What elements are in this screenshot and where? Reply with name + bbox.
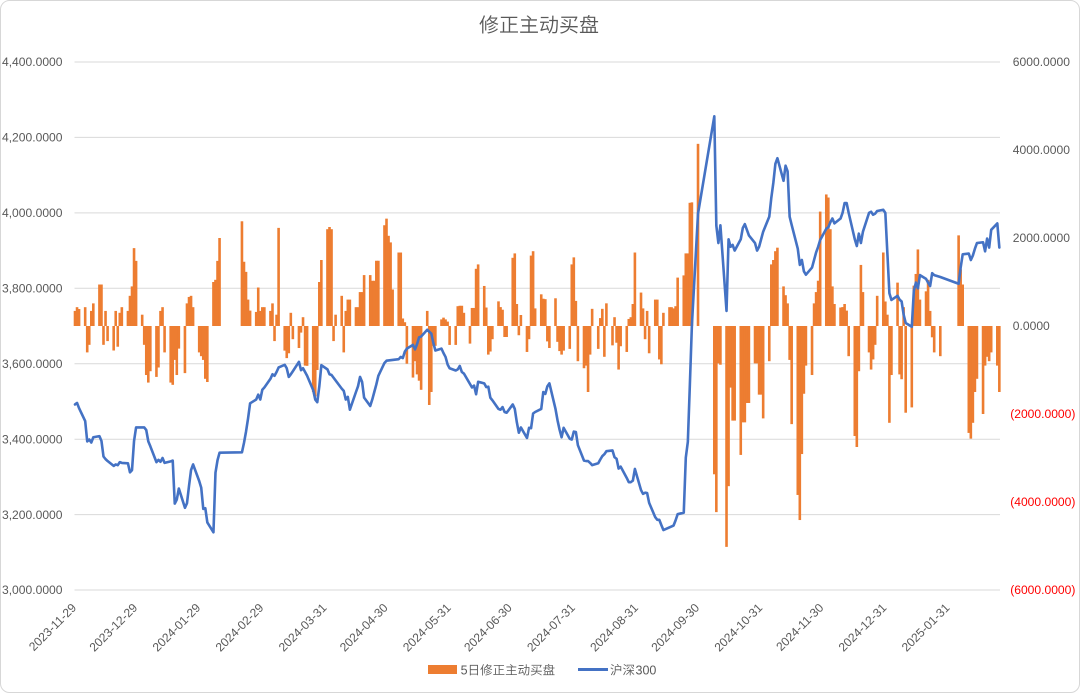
svg-text:2000.0000: 2000.0000 bbox=[1013, 231, 1070, 245]
svg-text:6000.0000: 6000.0000 bbox=[1013, 55, 1070, 69]
svg-text:5: 5 bbox=[461, 664, 468, 678]
svg-text:4,400.0000: 4,400.0000 bbox=[2, 55, 63, 69]
svg-text:3,600.0000: 3,600.0000 bbox=[2, 357, 63, 371]
svg-text:(6000.0000): (6000.0000) bbox=[1010, 583, 1075, 597]
svg-text:(4000.0000): (4000.0000) bbox=[1010, 495, 1075, 509]
svg-text:3,400.0000: 3,400.0000 bbox=[2, 432, 63, 446]
svg-text:3,000.0000: 3,000.0000 bbox=[2, 583, 63, 597]
svg-text:4,000.0000: 4,000.0000 bbox=[2, 206, 63, 220]
svg-text:3,800.0000: 3,800.0000 bbox=[2, 282, 63, 296]
svg-text:3,200.0000: 3,200.0000 bbox=[2, 508, 63, 522]
svg-text:0.0000: 0.0000 bbox=[1013, 319, 1050, 333]
svg-text:300: 300 bbox=[636, 664, 657, 678]
svg-text:4000.0000: 4000.0000 bbox=[1013, 143, 1070, 157]
svg-text:4,200.0000: 4,200.0000 bbox=[2, 131, 63, 145]
svg-text:(2000.0000): (2000.0000) bbox=[1010, 407, 1075, 421]
